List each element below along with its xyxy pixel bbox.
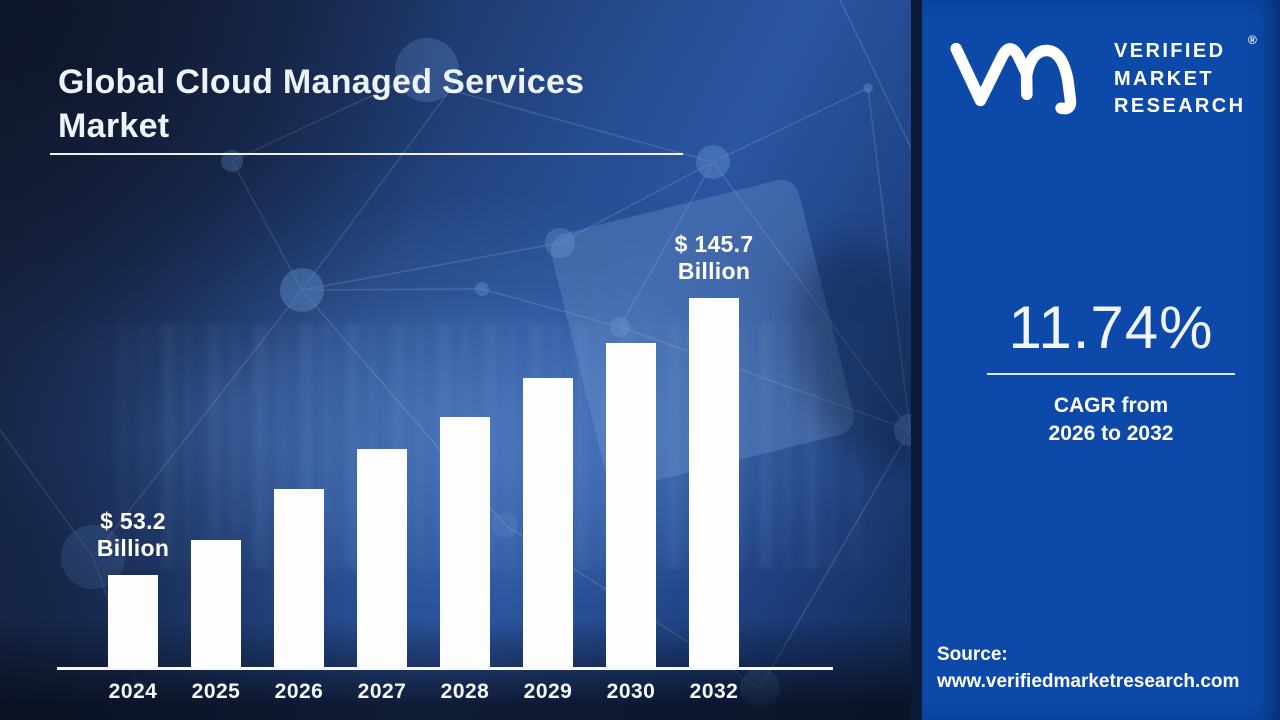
value-label-2032: $ 145.7 Billion	[674, 231, 754, 284]
brand-name-line1: VERIFIED	[1114, 40, 1226, 62]
right-panel: VERIFIED MARKET RESEARCH ® 11.74% CAGR f…	[922, 0, 1280, 720]
x-axis-label-2029: 2029	[523, 680, 573, 703]
x-axis-label-2025: 2025	[191, 680, 241, 703]
source-block: Source: www.verifiedmarketresearch.com	[937, 641, 1239, 695]
cagr-stat: 11.74% CAGR from 2026 to 2032	[951, 296, 1271, 448]
bar-2025	[191, 540, 241, 668]
brand-name-line2: MARKET	[1114, 67, 1214, 90]
bar-2024	[108, 575, 158, 668]
bar-2027	[357, 449, 407, 668]
bar-2026	[274, 489, 324, 668]
cagr-value: 11.74%	[1008, 294, 1214, 361]
x-axis-label-2028: 2028	[440, 680, 490, 703]
bar-2030	[606, 343, 656, 668]
bar-2029	[523, 378, 573, 668]
x-axis-label-2027: 2027	[357, 680, 407, 703]
bar-2032	[689, 298, 739, 668]
page-title-line2: Market	[58, 107, 170, 145]
x-axis-label-2032: 2032	[689, 680, 739, 703]
registered-mark: ®	[1248, 33, 1257, 47]
brand-name: VERIFIED MARKET RESEARCH	[1114, 38, 1245, 121]
x-axis-label-2026: 2026	[274, 680, 324, 703]
vmr-logo-icon	[950, 42, 1077, 115]
bar-2028	[440, 417, 490, 668]
page-title: Global Cloud Managed Services Market	[58, 60, 758, 148]
panel-divider	[911, 0, 922, 720]
cagr-caption-line2: 2026 to 2032	[1048, 422, 1174, 445]
source-url-link[interactable]: www.verifiedmarketresearch.com	[937, 671, 1240, 692]
cagr-caption-line1: CAGR from	[1053, 394, 1169, 417]
x-axis-label-2030: 2030	[606, 680, 656, 703]
title-underline	[50, 153, 683, 155]
source-label: Source:	[937, 644, 1008, 665]
brand-name-line3: RESEARCH	[1114, 95, 1246, 117]
x-axis-label-2024: 2024	[108, 680, 158, 703]
stat-underline	[987, 373, 1235, 375]
value-label-2024: $ 53.2 Billion	[96, 508, 170, 561]
x-axis-line	[57, 667, 833, 670]
page-title-line1: Global Cloud Managed Services	[58, 63, 585, 101]
